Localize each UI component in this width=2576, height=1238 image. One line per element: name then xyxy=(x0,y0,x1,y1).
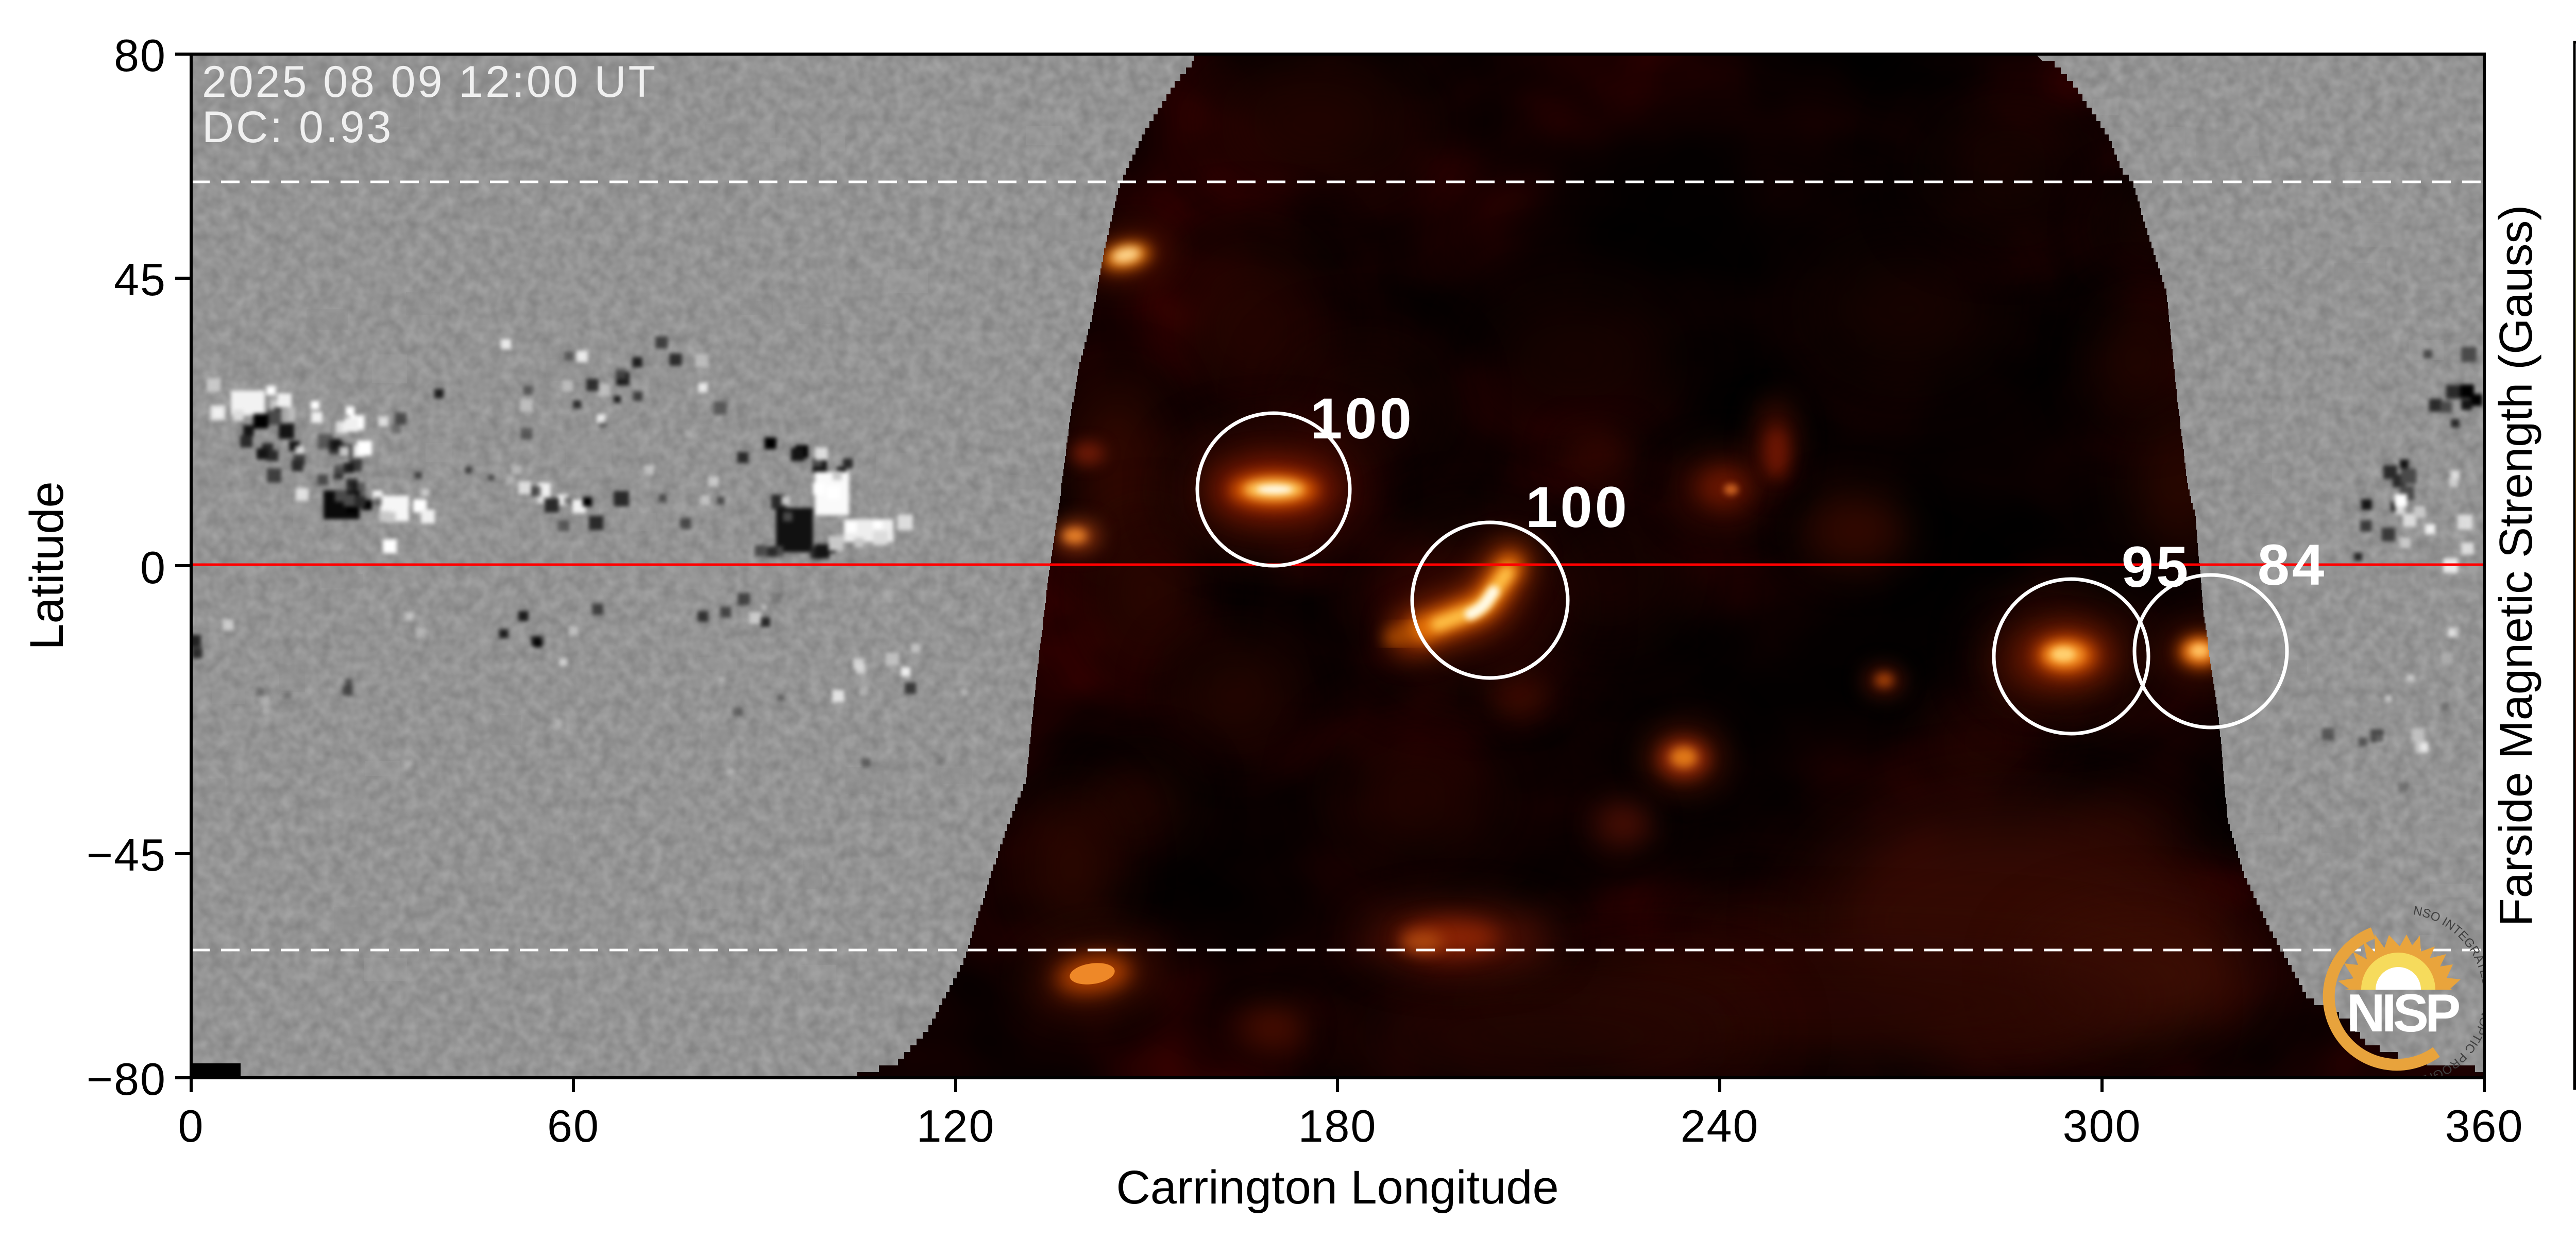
svg-text:−80: −80 xyxy=(87,1054,166,1105)
svg-text:80: 80 xyxy=(114,30,166,81)
svg-text:180: 180 xyxy=(1298,1100,1377,1151)
svg-text:100: 100 xyxy=(1310,386,1414,451)
svg-text:60: 60 xyxy=(547,1100,600,1151)
svg-text:100: 100 xyxy=(1526,475,1630,539)
svg-text:Latitude: Latitude xyxy=(21,481,73,650)
svg-text:120: 120 xyxy=(917,1100,995,1151)
svg-text:Farside Magnetic Strength (Gau: Farside Magnetic Strength (Gauss) xyxy=(2490,205,2542,927)
svg-text:84: 84 xyxy=(2258,533,2327,597)
svg-text:2025 08 09 12:00 UT: 2025 08 09 12:00 UT xyxy=(202,57,657,107)
svg-text:0: 0 xyxy=(140,542,166,593)
svg-text:Carrington Longitude: Carrington Longitude xyxy=(1116,1161,1558,1214)
svg-text:0: 0 xyxy=(178,1100,205,1151)
svg-text:240: 240 xyxy=(1681,1100,1759,1151)
svg-text:DC: 0.93: DC: 0.93 xyxy=(202,103,393,152)
svg-text:360: 360 xyxy=(2445,1100,2524,1151)
svg-text:−45: −45 xyxy=(87,829,166,880)
svg-text:NISP: NISP xyxy=(2347,983,2459,1043)
svg-text:300: 300 xyxy=(2063,1100,2142,1151)
svg-text:95: 95 xyxy=(2122,535,2191,599)
svg-text:45: 45 xyxy=(114,254,166,305)
